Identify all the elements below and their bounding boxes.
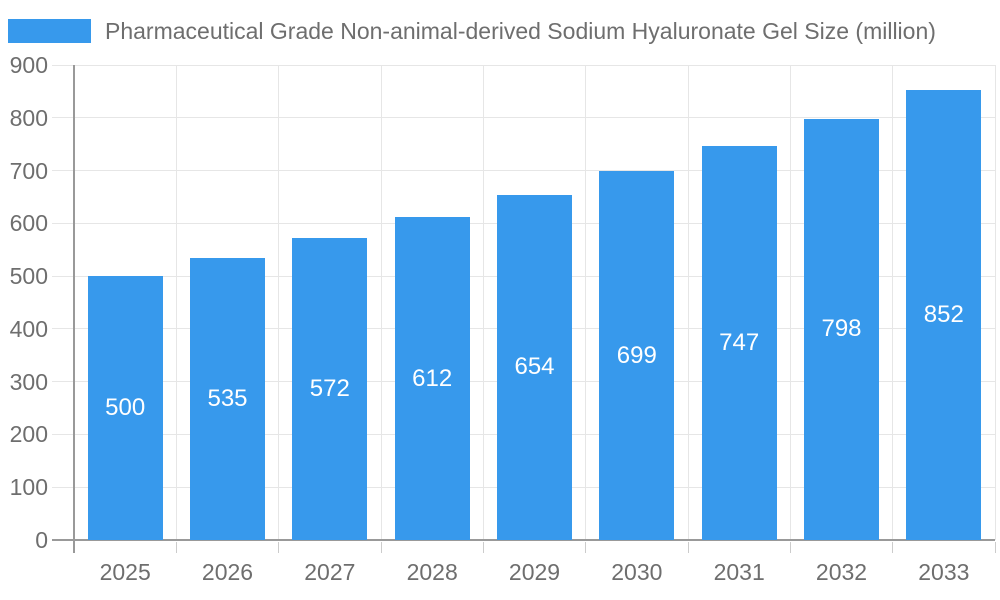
x-axis-tick (175, 542, 177, 553)
x-axis-tick-label: 2032 (815, 559, 868, 585)
bar[interactable] (599, 171, 675, 540)
x-axis-tick (482, 542, 484, 553)
bar-value-label: 699 (616, 341, 657, 369)
bar-value-label: 535 (207, 384, 248, 412)
x-axis-tick-label: 2028 (406, 559, 458, 585)
y-axis-tick-label: 700 (9, 157, 48, 184)
y-axis-tick-label: 500 (9, 263, 48, 290)
y-axis-tick-label: 400 (9, 315, 48, 342)
x-axis-tick (687, 542, 689, 553)
x-axis-tick-label: 2033 (918, 559, 970, 585)
bar-value-label: 798 (821, 315, 862, 343)
y-gridline (52, 117, 995, 119)
bar-value-label: 654 (514, 353, 555, 381)
bar-value-label: 852 (923, 301, 964, 329)
bar[interactable] (190, 257, 265, 540)
bar-value-label: 612 (412, 364, 453, 392)
bar[interactable] (804, 118, 879, 540)
y-axis-tick-label: 200 (9, 421, 48, 448)
bar[interactable] (497, 194, 572, 540)
bar-value-label: 500 (105, 394, 146, 422)
y-axis-tick-label: 600 (9, 210, 48, 237)
legend-label: Pharmaceutical Grade Non-animal-derived … (105, 18, 936, 44)
x-gridline (278, 65, 280, 540)
x-gridline (789, 65, 791, 540)
bar-value-label: 572 (309, 375, 350, 403)
x-axis-tick (892, 542, 894, 553)
x-gridline (687, 65, 689, 540)
bar[interactable] (701, 145, 777, 540)
x-gridline (482, 65, 484, 540)
x-axis-tick-label: 2030 (611, 559, 663, 585)
x-axis-tick (789, 542, 791, 553)
bar[interactable] (292, 238, 368, 540)
bar[interactable] (906, 90, 982, 540)
x-axis-tick-label: 2027 (304, 559, 356, 585)
x-gridline (994, 65, 996, 540)
legend-item[interactable]: Pharmaceutical Grade Non-animal-derived … (8, 17, 936, 45)
y-axis-line (73, 65, 75, 553)
bar[interactable] (394, 217, 470, 540)
y-axis-tick-label: 0 (35, 527, 48, 553)
x-axis-tick (278, 542, 280, 553)
y-gridline (52, 170, 995, 172)
x-axis-tick-label: 2031 (713, 559, 765, 585)
y-gridline (52, 64, 995, 66)
y-axis-tick-label: 300 (9, 368, 48, 395)
bar-value-label: 747 (719, 328, 760, 356)
legend-swatch (8, 19, 91, 43)
bar[interactable] (87, 276, 163, 540)
x-axis-tick-label: 2025 (99, 559, 151, 585)
y-axis-tick-label: 900 (9, 52, 48, 78)
x-axis-line (52, 539, 995, 541)
x-gridline (175, 65, 177, 540)
y-axis-tick-label: 800 (9, 104, 48, 131)
x-gridline (892, 65, 894, 540)
x-axis-tick-label: 2029 (508, 559, 561, 585)
x-axis-tick (994, 542, 996, 553)
x-axis-tick-label: 2026 (201, 559, 254, 585)
x-axis-tick (585, 542, 587, 553)
x-gridline (585, 65, 587, 540)
y-axis-tick-label: 100 (9, 474, 48, 501)
x-gridline (380, 65, 382, 540)
x-axis-tick (380, 542, 382, 553)
